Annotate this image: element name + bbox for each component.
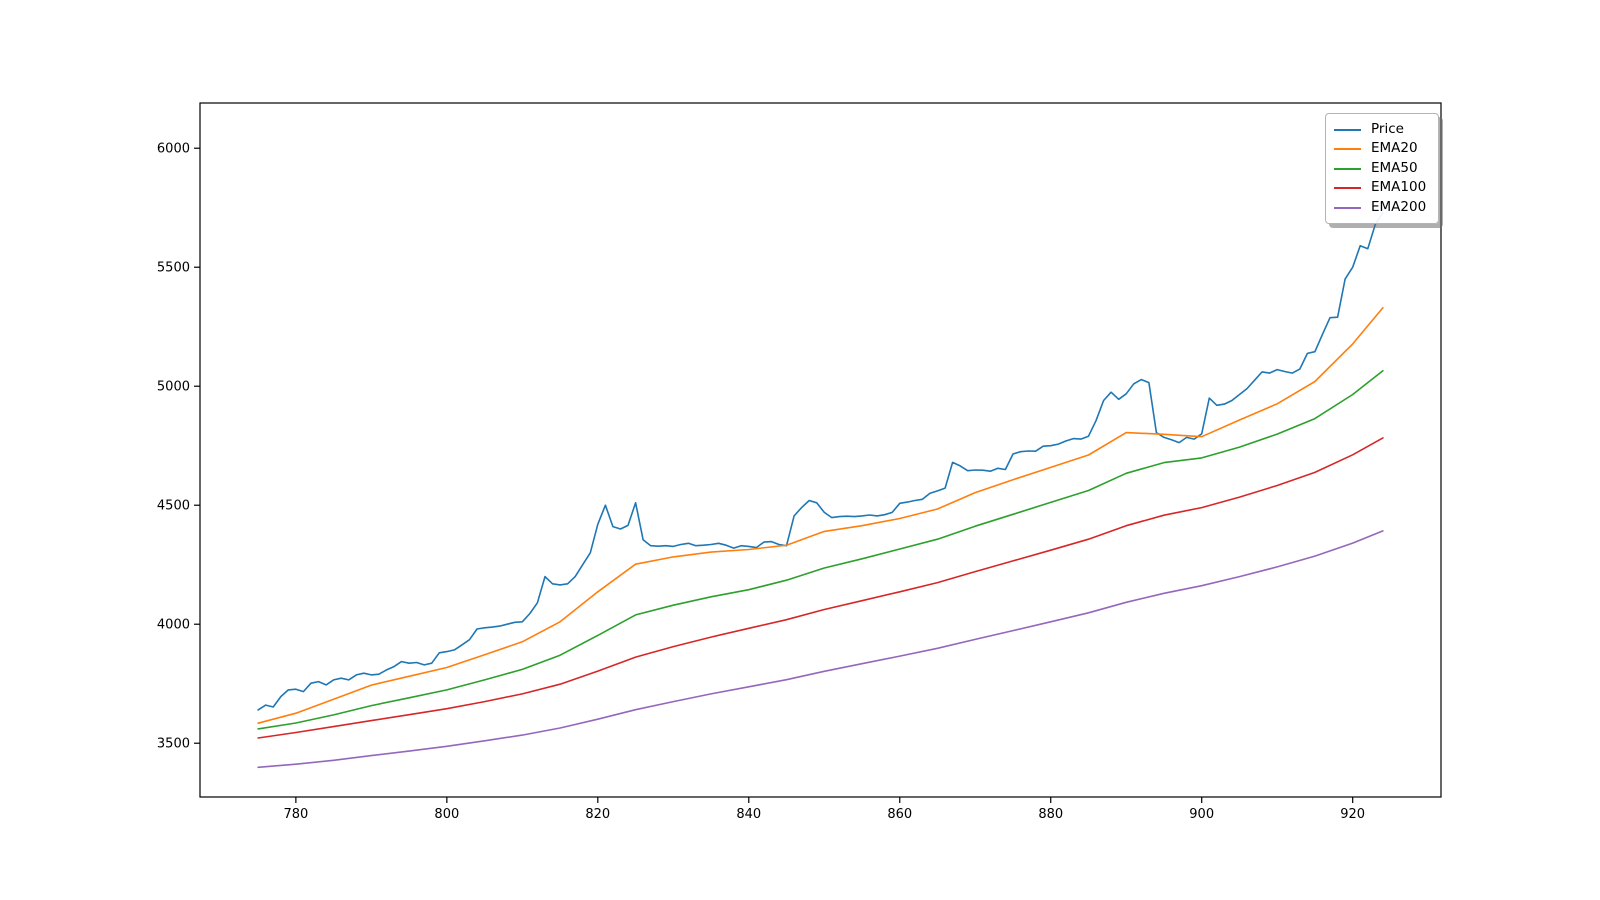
legend-item-ema50: EMA50 xyxy=(1334,159,1430,178)
chart-legend: Price EMA20 EMA50 EMA100 EMA200 xyxy=(1325,113,1439,224)
plot-area xyxy=(199,102,1442,798)
legend-item-ema200: EMA200 xyxy=(1334,198,1430,217)
y-tick-label: 5500 xyxy=(157,261,190,276)
legend-item-ema100: EMA100 xyxy=(1334,179,1430,198)
y-tick-label: 5000 xyxy=(157,380,190,395)
legend-label-ema200: EMA200 xyxy=(1371,198,1427,215)
y-tick-label: 6000 xyxy=(157,142,190,157)
legend-line-sample-ema100 xyxy=(1334,187,1361,189)
legend-label-price: Price xyxy=(1371,120,1404,137)
series-line-price xyxy=(257,211,1384,711)
x-tick-label: 820 xyxy=(585,807,610,822)
legend-line-sample-ema50 xyxy=(1334,167,1361,170)
y-tick-label: 3500 xyxy=(157,737,190,752)
legend-line-sample-ema20 xyxy=(1334,148,1361,150)
legend-item-ema20: EMA20 xyxy=(1334,140,1430,159)
legend-line-sample-ema200 xyxy=(1334,206,1361,209)
legend-label-ema50: EMA50 xyxy=(1371,159,1418,176)
x-tick-label: 900 xyxy=(1189,807,1214,822)
x-tick-label: 780 xyxy=(283,807,308,822)
series-line-ema20 xyxy=(257,306,1384,725)
legend-line-sample-price xyxy=(1334,128,1361,131)
legend-label-ema100: EMA100 xyxy=(1371,179,1427,196)
x-tick-label: 920 xyxy=(1340,807,1365,822)
x-tick-label: 800 xyxy=(434,807,459,822)
legend-item-price: Price xyxy=(1334,120,1430,139)
y-tick-label: 4500 xyxy=(157,499,190,514)
series-line-ema100 xyxy=(257,437,1384,739)
series-line-ema50 xyxy=(257,369,1384,730)
series-line-ema200 xyxy=(257,530,1384,769)
x-tick-label: 880 xyxy=(1038,807,1063,822)
x-tick-label: 840 xyxy=(736,807,761,822)
legend-label-ema20: EMA20 xyxy=(1371,140,1418,157)
x-tick-label: 860 xyxy=(887,807,912,822)
y-tick-label: 4000 xyxy=(157,618,190,633)
